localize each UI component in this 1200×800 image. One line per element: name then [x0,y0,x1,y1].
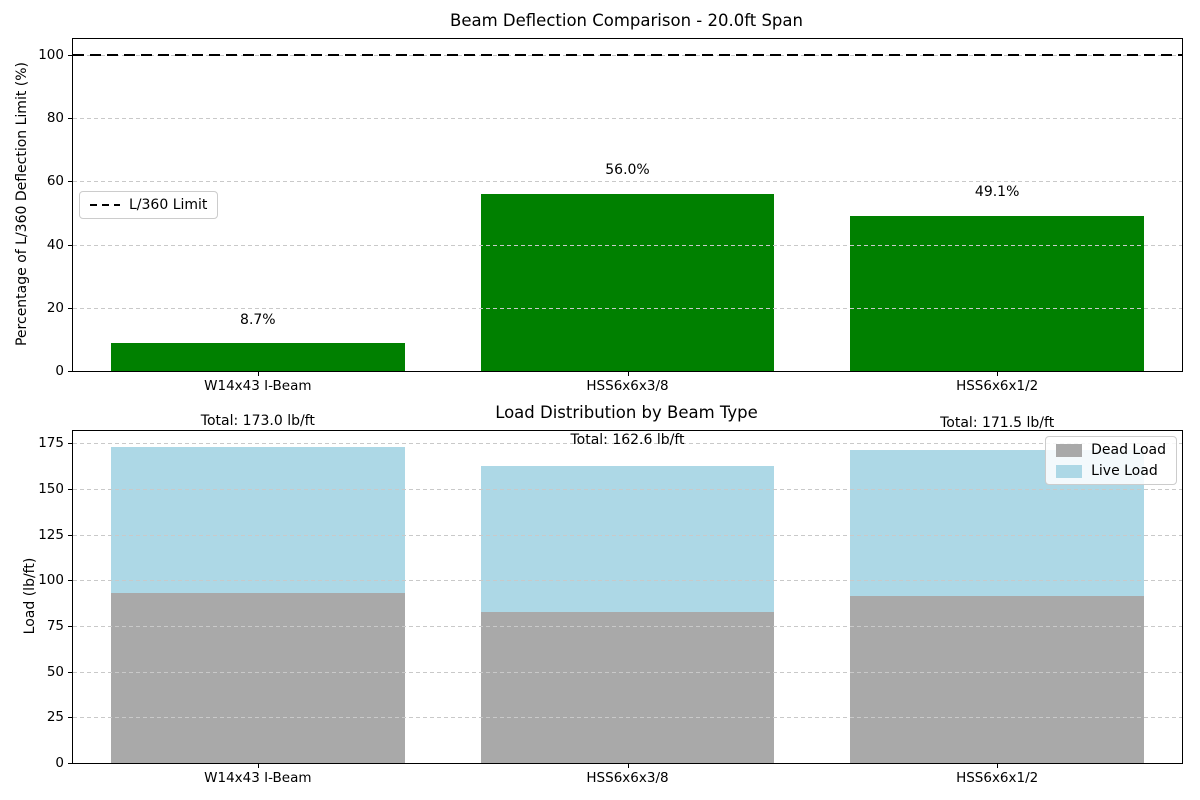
y-tick [68,625,72,627]
y-tick-label: 0 [55,363,64,379]
legend-entry: L/360 Limit [90,197,207,213]
bar-total-label: Total: 162.6 lb/ft [570,431,685,448]
legend: Dead Load Live Load [1045,436,1177,485]
x-tick [257,764,259,768]
x-tick [627,372,629,376]
load-chart-ylabel: Load (lb/ft) [22,557,38,635]
gridline [73,488,1182,490]
legend-color-swatch [1056,443,1083,457]
y-tick [68,763,72,764]
x-tick-label: HSS6x6x1/2 [956,770,1039,786]
y-tick [68,534,72,536]
bar-value-label: 8.7% [240,311,276,328]
dead-load-bar [850,595,1145,763]
y-tick [68,54,72,56]
bar-total-label: Total: 171.5 lb/ft [940,415,1055,432]
x-tick-label: W14x43 I-Beam [204,378,312,394]
y-tick-label: 0 [55,755,64,771]
live-load-bar [480,465,775,613]
deflection-bar [850,215,1145,371]
y-tick-label: 80 [46,110,64,127]
y-tick-label: 125 [38,526,64,543]
y-tick [68,443,72,445]
x-tick-label: HSS6x6x3/8 [586,770,669,786]
deflection-chart-axes: 8.7% 56.0% 49.1% 0 20 40 60 80 100 W14x43 I-Beam H… [38,38,1183,394]
x-tick-label: HSS6x6x3/8 [586,378,669,394]
y-tick-label: 40 [46,236,64,253]
gridline [73,307,1182,309]
gridline [73,625,1182,627]
y-tick-label: 25 [46,709,64,726]
dead-load-bar [480,612,775,763]
x-tick [997,764,999,768]
deflection-bar [480,193,775,371]
legend-label: L/360 Limit [129,197,208,213]
x-tick [257,372,259,376]
gridline [73,181,1182,183]
gridline [73,118,1182,120]
load-chart-axes: Total: 173.0 lb/ft Total: 162.6 lb/ft Tota… [38,413,1183,786]
y-tick [68,488,72,490]
gridline [73,717,1182,719]
y-tick-label: 50 [46,663,64,680]
gridline [73,671,1182,673]
legend-color-swatch [1056,464,1083,478]
gridline [73,244,1182,246]
legend-label: Live Load [1091,463,1158,479]
x-tick [997,372,999,376]
y-tick-label: 150 [38,480,64,497]
y-tick-label: 100 [38,46,64,63]
y-tick-label: 175 [38,435,64,452]
load-chart-title: Load Distribution by Beam Type [495,403,758,422]
deflection-chart-ylabel: Percentage of L/360 Deflection Limit (%) [14,61,30,347]
x-tick-label: HSS6x6x1/2 [956,378,1039,394]
y-tick [68,371,72,372]
dead-load-bar [110,593,405,763]
legend-dashed-line-sample [90,204,120,206]
legend: L/360 Limit [79,191,219,219]
live-load-bar [110,446,405,593]
x-tick-label: W14x43 I-Beam [204,770,312,786]
deflection-bar [110,343,405,371]
y-tick [68,244,72,246]
y-tick [68,671,72,673]
bar-value-label: 56.0% [605,162,650,179]
x-tick [627,764,629,768]
legend-entry: Dead Load [1056,442,1166,458]
gridline [73,580,1182,582]
y-tick-label: 60 [46,173,64,190]
y-tick [68,118,72,120]
y-tick-label: 100 [38,572,64,589]
bar-total-label: Total: 173.0 lb/ft [200,412,315,429]
gridline [73,534,1182,536]
y-tick [68,181,72,183]
gridline [73,443,1182,445]
deflection-chart-title: Beam Deflection Comparison - 20.0ft Span [450,11,803,30]
y-tick [68,580,72,582]
limit-line [73,53,1182,56]
y-tick-label: 75 [46,617,64,634]
bar-value-label: 49.1% [974,183,1020,200]
y-tick-label: 20 [46,299,64,316]
legend-label: Dead Load [1091,442,1166,458]
y-tick [68,307,72,309]
legend-entry: Live Load [1056,463,1166,479]
y-tick [68,717,72,719]
